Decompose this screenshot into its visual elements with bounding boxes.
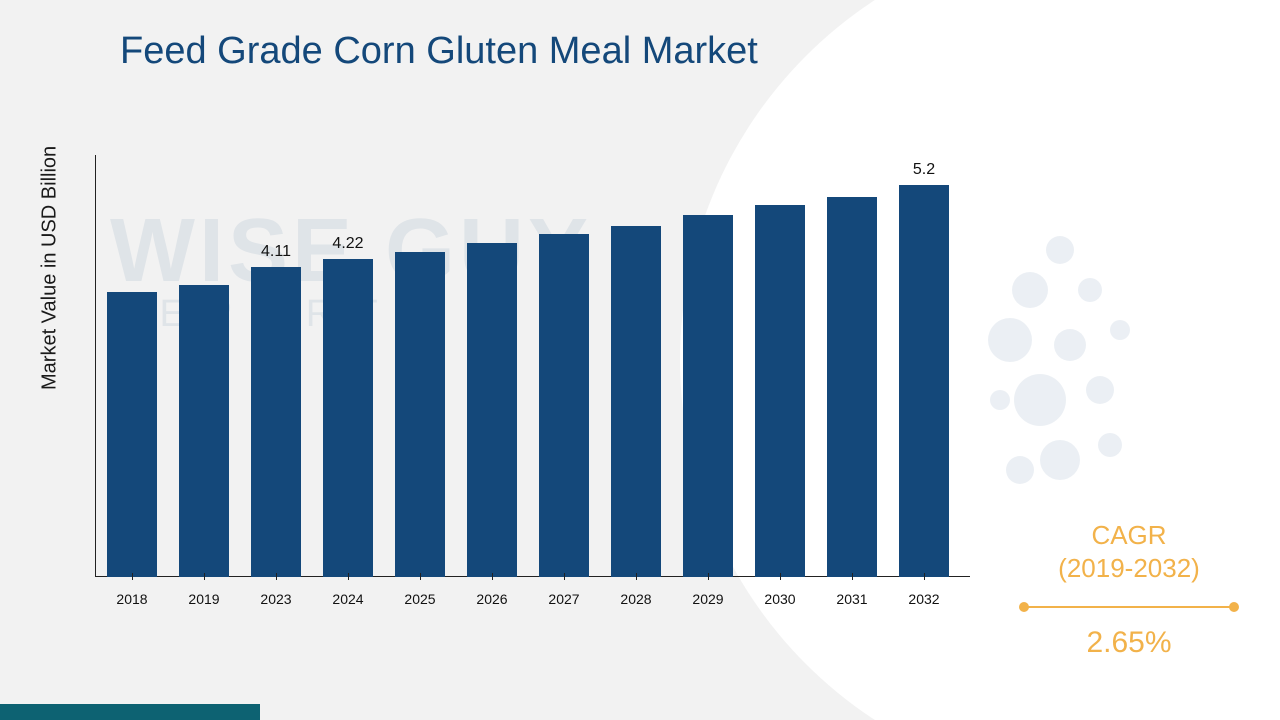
cagr-block: CAGR (2019-2032) 2.65% [1014,520,1244,660]
bar: 4.22 [323,259,373,577]
bars-container: 4.11 4.22 5.2 [95,155,970,577]
x-ticks: 2018 2019 2023 2024 2025 2026 2027 2028 2029 2030… [95,591,970,607]
bar: 4.11 [251,267,301,577]
x-tick: 2031 [827,591,877,607]
bar-value-label: 4.22 [323,235,373,253]
bar: 5.2 [899,185,949,577]
bar-wrap [755,205,805,577]
bar-wrap: 4.22 [323,259,373,577]
x-tick: 2027 [539,591,589,607]
brand-line2: R E P O R T S [1024,62,1244,78]
bar-wrap [611,226,661,577]
x-tick: 2028 [611,591,661,607]
bar-wrap [827,197,877,577]
bar-wrap: 4.11 [251,267,301,577]
bar-value-label: 5.2 [899,161,949,179]
canvas: WISE GUY REPORTS Feed Grade Corn Gluten … [0,0,1280,720]
bottom-accent-bar [0,704,260,720]
bar [539,234,589,577]
x-tick: 2024 [323,591,373,607]
brand-line1: WISE GUY [1024,26,1244,60]
bar [467,243,517,577]
x-tick: 2018 [107,591,157,607]
x-tick: 2030 [755,591,805,607]
bar-chart: Market Value in USD Billion 4.114.225.2 … [60,155,970,625]
bar-wrap [179,285,229,577]
bar [755,205,805,577]
brand-block: WISE GUY R E P O R T S [1024,26,1244,78]
x-tick: 2019 [179,591,229,607]
x-tick: 2026 [467,591,517,607]
bar [827,197,877,577]
bar [179,285,229,577]
bar [107,292,157,577]
bar-value-label: 4.11 [251,243,301,261]
bar-wrap [107,292,157,577]
bar-wrap [539,234,589,577]
bar-wrap [467,243,517,577]
x-tick: 2029 [683,591,733,607]
chart-title: Feed Grade Corn Gluten Meal Market [120,30,758,73]
bar-wrap: 5.2 [899,185,949,577]
cagr-value: 2.65% [1014,626,1244,660]
x-tick: 2032 [899,591,949,607]
bar [611,226,661,577]
cagr-range: (2019-2032) [1014,553,1244,584]
cagr-label: CAGR [1014,520,1244,551]
bar-wrap [395,252,445,577]
plot-area: 4.11 4.22 5.2 [95,155,970,577]
x-tick: 2025 [395,591,445,607]
cagr-divider [1024,606,1234,608]
x-tick: 2023 [251,591,301,607]
bar [395,252,445,577]
y-axis-label: Market Value in USD Billion [39,146,62,390]
bar-wrap [683,215,733,577]
bar [683,215,733,577]
